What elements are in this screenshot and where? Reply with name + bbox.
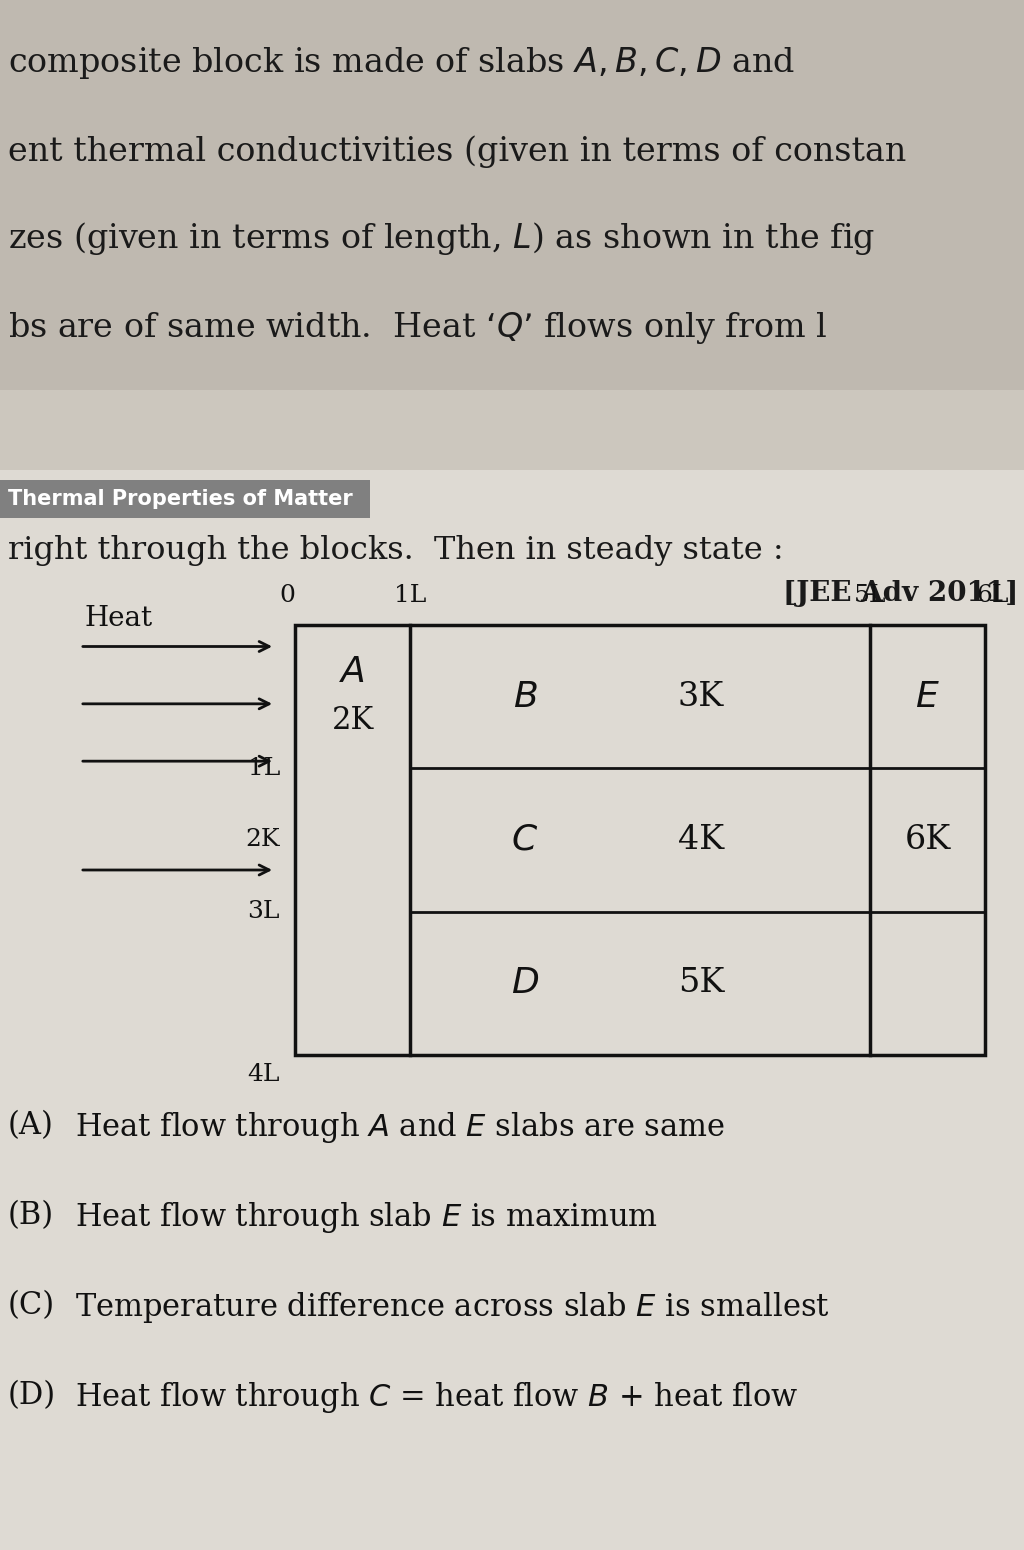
Bar bbox=[0, 391, 1024, 470]
Text: (A): (A) bbox=[8, 1110, 54, 1141]
Bar bbox=[0, 480, 370, 518]
Text: $E$: $E$ bbox=[915, 679, 940, 713]
Text: 5K: 5K bbox=[678, 967, 724, 1000]
Text: right through the blocks.  Then in steady state :: right through the blocks. Then in steady… bbox=[8, 535, 783, 566]
Text: (C): (C) bbox=[8, 1290, 55, 1321]
Bar bbox=[0, 470, 1024, 1550]
Text: zes (given in terms of length, $L$) as shown in the fig: zes (given in terms of length, $L$) as s… bbox=[8, 220, 876, 257]
Text: 5L: 5L bbox=[854, 584, 886, 608]
Text: 2K: 2K bbox=[246, 829, 280, 851]
Text: (D): (D) bbox=[8, 1380, 56, 1410]
Text: 1L: 1L bbox=[248, 756, 280, 780]
Text: $A$: $A$ bbox=[339, 656, 366, 690]
Text: bs are of same width.  Heat ‘$Q$’ flows only from l: bs are of same width. Heat ‘$Q$’ flows o… bbox=[8, 310, 827, 346]
Text: Heat flow through slab $E$ is maximum: Heat flow through slab $E$ is maximum bbox=[75, 1200, 658, 1235]
Text: $B$: $B$ bbox=[513, 679, 538, 713]
Text: 1L: 1L bbox=[394, 584, 426, 608]
Text: $D$: $D$ bbox=[511, 966, 539, 1000]
Text: 6K: 6K bbox=[904, 825, 950, 856]
Text: Thermal Properties of Matter: Thermal Properties of Matter bbox=[8, 488, 352, 508]
Text: $C$: $C$ bbox=[511, 823, 539, 857]
Text: ent thermal conductivities (given in terms of constan: ent thermal conductivities (given in ter… bbox=[8, 135, 906, 167]
Text: 3L: 3L bbox=[248, 901, 280, 924]
Text: 3K: 3K bbox=[678, 680, 724, 713]
Text: Temperature difference across slab $E$ is smallest: Temperature difference across slab $E$ i… bbox=[75, 1290, 829, 1325]
Text: 4L: 4L bbox=[248, 1063, 280, 1087]
Text: Heat: Heat bbox=[85, 604, 154, 631]
Bar bbox=[0, 0, 1024, 391]
Text: Heat flow through $C$ = heat flow $B$ + heat flow: Heat flow through $C$ = heat flow $B$ + … bbox=[75, 1380, 799, 1415]
Text: composite block is made of slabs $A, B, C, D$ and: composite block is made of slabs $A, B, … bbox=[8, 45, 795, 81]
Bar bbox=[295, 625, 985, 1056]
Text: Heat flow through $A$ and $E$ slabs are same: Heat flow through $A$ and $E$ slabs are … bbox=[75, 1110, 725, 1145]
Text: 2K: 2K bbox=[332, 705, 374, 736]
Text: 6L: 6L bbox=[977, 584, 1010, 608]
Text: [JEE Adv 2011]: [JEE Adv 2011] bbox=[782, 580, 1018, 608]
Text: 4K: 4K bbox=[678, 825, 724, 856]
Text: (B): (B) bbox=[8, 1200, 54, 1231]
Text: 0: 0 bbox=[280, 584, 295, 608]
